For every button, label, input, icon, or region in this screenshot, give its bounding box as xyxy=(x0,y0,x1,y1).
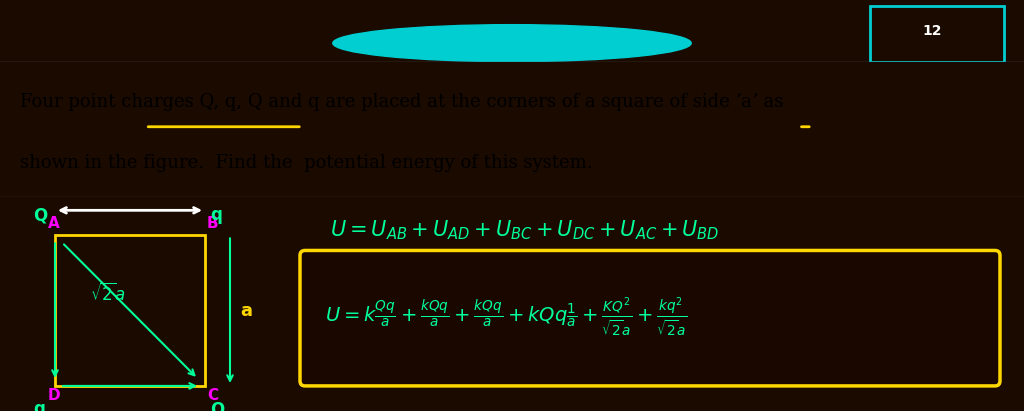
Bar xyxy=(870,6,1004,62)
Text: D: D xyxy=(48,388,60,403)
Text: a: a xyxy=(240,302,252,320)
Text: q: q xyxy=(33,400,45,411)
FancyBboxPatch shape xyxy=(300,250,1000,386)
Text: q: q xyxy=(210,206,222,224)
Text: B: B xyxy=(207,216,219,231)
Text: 12: 12 xyxy=(922,24,942,38)
Text: Q: Q xyxy=(33,206,47,224)
Text: $U = U_{AB}+U_{AD} + U_{BC} + U_{DC}+U_{AC}+U_{BD}$: $U = U_{AB}+U_{AD} + U_{BC} + U_{DC}+U_{… xyxy=(330,219,720,242)
Bar xyxy=(55,236,205,386)
Text: $U = k\frac{Qq}{a} + \frac{kQq}{a} + \frac{kQq}{a} + kQq\frac{1}{a}+\frac{KQ^2}{: $U = k\frac{Qq}{a} + \frac{kQq}{a} + \fr… xyxy=(325,296,687,340)
Text: A: A xyxy=(48,216,59,231)
Ellipse shape xyxy=(333,25,691,62)
Text: Four point charges Q, q, Q and q are placed at the corners of a square of side ʼ: Four point charges Q, q, Q and q are pla… xyxy=(20,93,783,111)
Text: C: C xyxy=(207,388,218,403)
Text: $\sqrt{2}a$: $\sqrt{2}a$ xyxy=(90,282,126,305)
Text: Q: Q xyxy=(210,400,224,411)
Text: shown in the figure.  Find the  potential energy of this system.: shown in the figure. Find the potential … xyxy=(20,155,593,172)
